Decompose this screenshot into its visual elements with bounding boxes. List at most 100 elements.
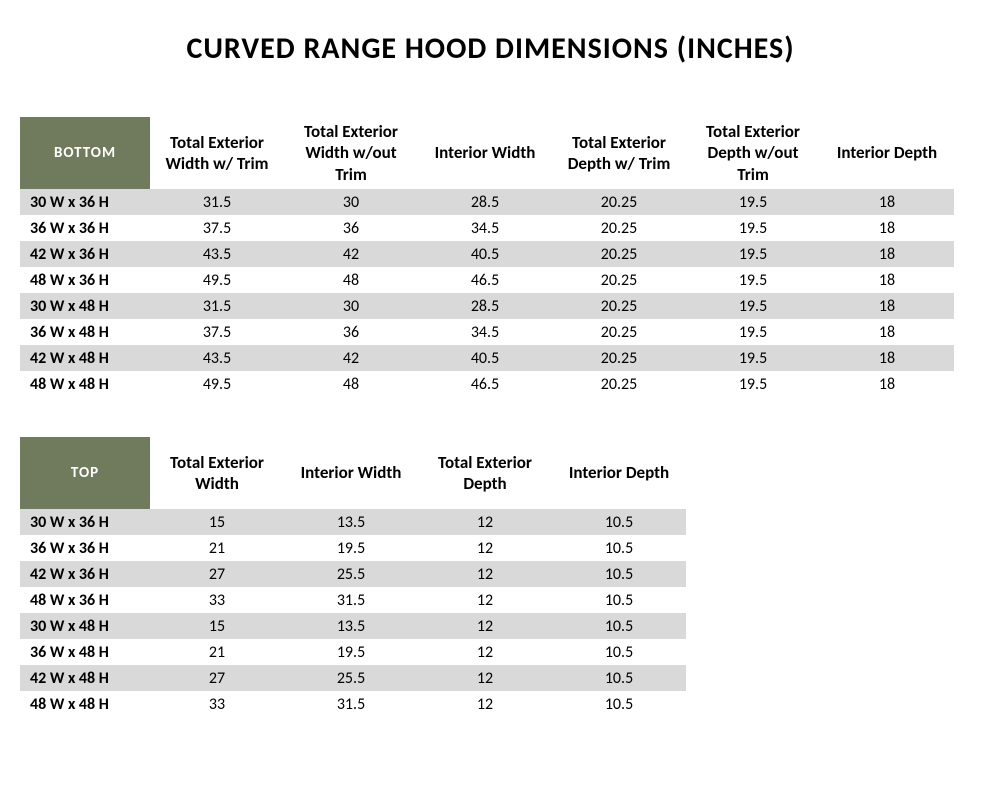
top-cell: 10.5 [552,613,686,639]
top-col-2: Total Exterior Depth [418,437,552,509]
top-cell: 25.5 [284,665,418,691]
bottom-tbody: 30 W x 36 H31.53028.520.2519.51836 W x 3… [20,189,954,397]
top-cell: 19.5 [284,639,418,665]
bottom-cell: 19.5 [686,293,820,319]
bottom-col-3: Total Exterior Depth w/ Trim [552,117,686,189]
bottom-cell: 36 [284,215,418,241]
top-cell: 33 [150,587,284,613]
top-cell: 10.5 [552,535,686,561]
top-row: 36 W x 48 H2119.51210.5 [20,639,686,665]
top-cell: 33 [150,691,284,717]
bottom-row: 42 W x 48 H43.54240.520.2519.518 [20,345,954,371]
bottom-cell: 37.5 [150,215,284,241]
bottom-cell: 18 [820,267,954,293]
top-cell: 15 [150,509,284,535]
bottom-cell: 48 [284,371,418,397]
top-cell: 10.5 [552,561,686,587]
bottom-row-label: 42 W x 48 H [20,345,150,371]
bottom-cell: 19.5 [686,345,820,371]
bottom-cell: 18 [820,189,954,215]
bottom-cell: 31.5 [150,293,284,319]
top-cell: 12 [418,639,552,665]
top-cell: 31.5 [284,587,418,613]
bottom-cell: 18 [820,293,954,319]
bottom-cell: 40.5 [418,345,552,371]
bottom-row: 48 W x 48 H49.54846.520.2519.518 [20,371,954,397]
bottom-cell: 20.25 [552,215,686,241]
top-cell: 12 [418,509,552,535]
top-cell: 21 [150,639,284,665]
top-table: TOP Total Exterior Width Interior Width … [20,437,686,717]
top-cell: 12 [418,665,552,691]
bottom-row-label: 30 W x 48 H [20,293,150,319]
bottom-cell: 30 [284,293,418,319]
bottom-cell: 19.5 [686,215,820,241]
bottom-cell: 40.5 [418,241,552,267]
bottom-cell: 19.5 [686,319,820,345]
bottom-cell: 43.5 [150,241,284,267]
top-section-label: TOP [20,437,150,509]
top-row-label: 42 W x 36 H [20,561,150,587]
bottom-cell: 43.5 [150,345,284,371]
bottom-cell: 37.5 [150,319,284,345]
top-col-1: Interior Width [284,437,418,509]
bottom-cell: 20.25 [552,241,686,267]
bottom-row: 36 W x 48 H37.53634.520.2519.518 [20,319,954,345]
bottom-row-label: 42 W x 36 H [20,241,150,267]
top-cell: 10.5 [552,691,686,717]
top-cell: 31.5 [284,691,418,717]
bottom-cell: 36 [284,319,418,345]
top-row: 30 W x 36 H1513.51210.5 [20,509,686,535]
bottom-row: 42 W x 36 H43.54240.520.2519.518 [20,241,954,267]
bottom-cell: 19.5 [686,189,820,215]
bottom-cell: 19.5 [686,267,820,293]
bottom-cell: 19.5 [686,371,820,397]
top-col-0: Total Exterior Width [150,437,284,509]
top-row: 48 W x 36 H3331.51210.5 [20,587,686,613]
bottom-cell: 20.25 [552,189,686,215]
top-row: 30 W x 48 H1513.51210.5 [20,613,686,639]
top-col-3: Interior Depth [552,437,686,509]
top-row-label: 30 W x 48 H [20,613,150,639]
top-row-label: 48 W x 48 H [20,691,150,717]
bottom-cell: 34.5 [418,319,552,345]
bottom-cell: 20.25 [552,293,686,319]
top-header-row: TOP Total Exterior Width Interior Width … [20,437,686,509]
bottom-cell: 49.5 [150,267,284,293]
top-cell: 12 [418,613,552,639]
bottom-col-4: Total Exterior Depth w/out Trim [686,117,820,189]
bottom-cell: 20.25 [552,371,686,397]
top-cell: 27 [150,665,284,691]
top-row: 42 W x 36 H2725.51210.5 [20,561,686,587]
bottom-cell: 20.25 [552,267,686,293]
top-cell: 10.5 [552,587,686,613]
top-cell: 25.5 [284,561,418,587]
bottom-cell: 18 [820,215,954,241]
bottom-cell: 20.25 [552,345,686,371]
top-row-label: 42 W x 48 H [20,665,150,691]
bottom-cell: 18 [820,319,954,345]
top-row: 36 W x 36 H2119.51210.5 [20,535,686,561]
top-cell: 12 [418,535,552,561]
bottom-row: 36 W x 36 H37.53634.520.2519.518 [20,215,954,241]
bottom-table: BOTTOM Total Exterior Width w/ Trim Tota… [20,117,954,397]
top-row-label: 36 W x 48 H [20,639,150,665]
bottom-cell: 42 [284,241,418,267]
bottom-cell: 20.25 [552,319,686,345]
bottom-cell: 18 [820,345,954,371]
bottom-cell: 46.5 [418,371,552,397]
top-cell: 27 [150,561,284,587]
top-cell: 15 [150,613,284,639]
page-title: CURVED RANGE HOOD DIMENSIONS (INCHES) [20,30,961,67]
bottom-row-label: 48 W x 48 H [20,371,150,397]
bottom-row: 30 W x 48 H31.53028.520.2519.518 [20,293,954,319]
bottom-cell: 18 [820,371,954,397]
bottom-col-0: Total Exterior Width w/ Trim [150,117,284,189]
top-row-label: 36 W x 36 H [20,535,150,561]
top-row-label: 48 W x 36 H [20,587,150,613]
bottom-cell: 34.5 [418,215,552,241]
top-cell: 13.5 [284,509,418,535]
bottom-header-row: BOTTOM Total Exterior Width w/ Trim Tota… [20,117,954,189]
top-row-label: 30 W x 36 H [20,509,150,535]
top-cell: 10.5 [552,639,686,665]
